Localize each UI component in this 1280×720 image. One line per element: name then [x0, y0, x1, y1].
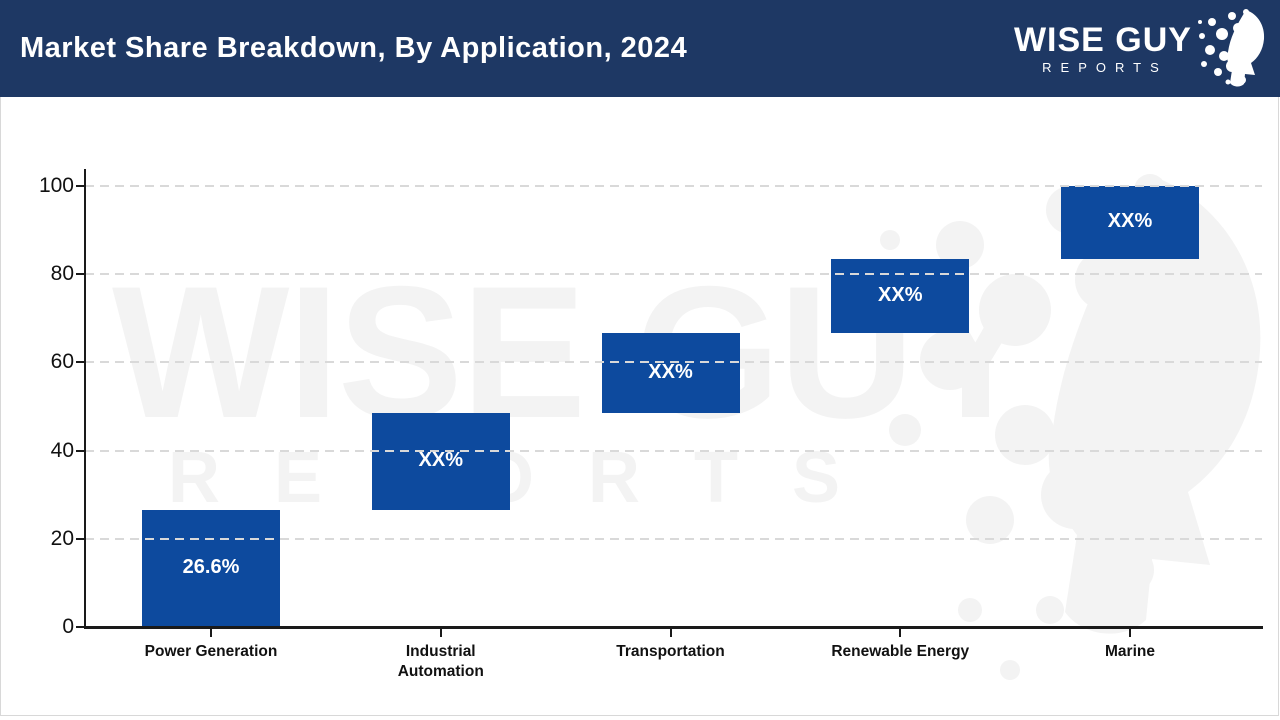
x-tick	[439, 629, 442, 637]
y-tick	[76, 449, 85, 452]
y-tick	[76, 273, 85, 276]
x-tick	[669, 629, 672, 637]
x-tick-label-industrial-automation: Industrial Automation	[397, 643, 484, 681]
page-title: Market Share Breakdown, By Application, …	[20, 32, 688, 64]
y-tick	[76, 537, 85, 540]
x-tick	[1129, 629, 1131, 637]
bar-value-label: 26.6%	[182, 556, 240, 579]
y-tick-label: 60	[50, 350, 74, 374]
logo-brand-text: WISE GUY	[1013, 21, 1192, 59]
y-tick-label: 40	[50, 438, 74, 462]
watermark-reports-text: REPORTS	[168, 438, 895, 518]
x-tick	[899, 629, 902, 637]
bar-industrial-automation	[371, 413, 510, 510]
y-tick	[76, 361, 85, 364]
watermark-head-icon	[880, 174, 1261, 680]
x-tick-label-marine: Marine	[1105, 643, 1155, 660]
y-tick	[76, 626, 85, 628]
y-tick-label: 100	[38, 174, 74, 197]
bar-value-label: XX%	[648, 361, 693, 384]
y-tick-label: 80	[50, 262, 74, 286]
x-tick-label-renewable-energy: Renewable Energy	[831, 643, 970, 660]
wise-guy-logo: WISE GUY REPORTS	[1014, 0, 1266, 97]
gridline-20	[85, 537, 1262, 540]
gridline-60	[85, 361, 1262, 364]
x-tick-label-transportation: Transportation	[616, 643, 725, 660]
x-axis	[85, 626, 1263, 629]
logo-head-icon	[1198, 8, 1265, 87]
gridline-80	[85, 273, 1262, 276]
y-tick	[76, 185, 85, 187]
bar-transportation	[601, 333, 740, 414]
bar-marine	[1061, 186, 1199, 259]
logo-sub-text: REPORTS	[1042, 60, 1168, 75]
y-tick-label: 20	[50, 526, 74, 550]
y-axis	[84, 169, 86, 629]
bar-value-label: XX%	[1107, 210, 1153, 233]
waterfall-chart: 26.6% XX% XX% XX% XX% 0 20 40 60 80 100 Power Gener…	[0, 97, 1280, 720]
x-tick	[210, 629, 212, 637]
y-tick-label: 0	[62, 615, 74, 638]
bar-renewable-energy	[831, 258, 970, 334]
bar-power-generation	[142, 509, 280, 627]
x-tick-label-power-generation: Power Generation	[144, 643, 278, 660]
bar-value-label: XX%	[878, 284, 923, 307]
gridline-40	[85, 449, 1262, 452]
bar-value-label: XX%	[418, 449, 463, 472]
gridline-100	[85, 185, 1262, 187]
header-bar: Market Share Breakdown, By Application, …	[0, 0, 1280, 97]
